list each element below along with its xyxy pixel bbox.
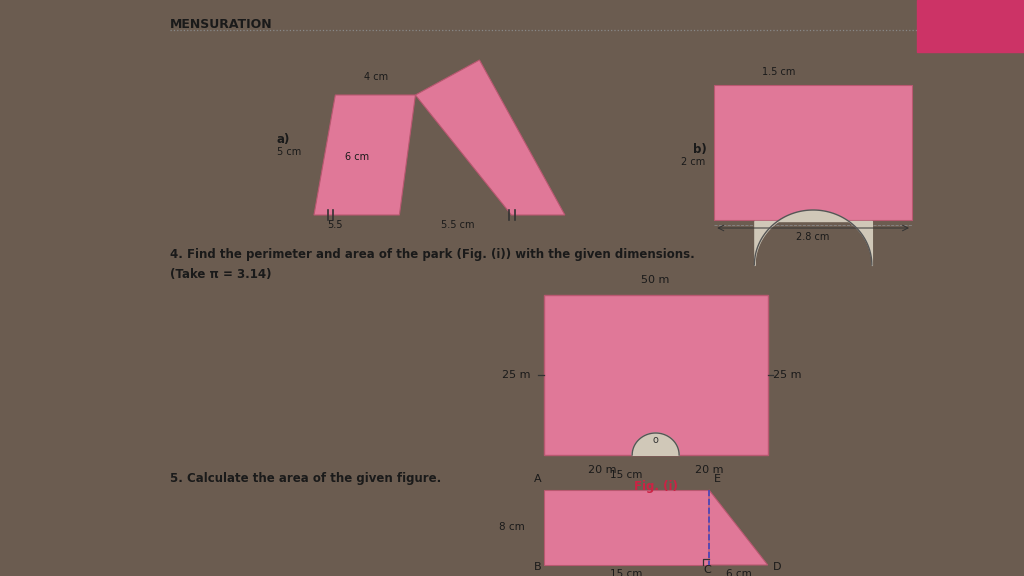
Text: Fig. (i): Fig. (i) bbox=[634, 480, 678, 493]
Text: 5.5: 5.5 bbox=[328, 220, 343, 230]
Bar bbox=[544, 295, 768, 455]
Text: 6 cm: 6 cm bbox=[345, 152, 369, 162]
Text: 4 cm: 4 cm bbox=[364, 72, 388, 82]
Text: 15 cm: 15 cm bbox=[610, 470, 642, 480]
Text: 8 cm: 8 cm bbox=[499, 522, 524, 532]
Text: 20 m: 20 m bbox=[588, 465, 616, 475]
Bar bbox=[918, 0, 1024, 52]
Bar bbox=[715, 85, 912, 220]
Text: C: C bbox=[703, 565, 711, 575]
Bar bbox=[544, 490, 709, 565]
Text: E: E bbox=[715, 474, 721, 484]
Text: o: o bbox=[652, 435, 658, 445]
Text: 2.8 cm: 2.8 cm bbox=[797, 232, 829, 242]
Text: D: D bbox=[773, 562, 781, 572]
Text: a): a) bbox=[276, 134, 290, 146]
Text: 15 cm: 15 cm bbox=[610, 569, 642, 576]
Text: 5 cm: 5 cm bbox=[276, 147, 301, 157]
Text: 25 m: 25 m bbox=[502, 370, 530, 380]
Text: 50 m: 50 m bbox=[641, 275, 670, 285]
Text: (Take π = 3.14): (Take π = 3.14) bbox=[170, 268, 271, 281]
Polygon shape bbox=[416, 60, 565, 215]
Text: 25 m: 25 m bbox=[773, 370, 802, 380]
Text: 20 m: 20 m bbox=[694, 465, 723, 475]
Polygon shape bbox=[314, 95, 416, 215]
Text: 5. Calculate the area of the given figure.: 5. Calculate the area of the given figur… bbox=[170, 472, 441, 485]
Text: 1.5 cm: 1.5 cm bbox=[762, 67, 795, 77]
Text: 6 cm: 6 cm bbox=[726, 569, 752, 576]
Text: B: B bbox=[534, 562, 542, 572]
Text: 4. Find the perimeter and area of the park (Fig. (i)) with the given dimensions.: 4. Find the perimeter and area of the pa… bbox=[170, 248, 694, 261]
Text: 2 cm: 2 cm bbox=[681, 157, 706, 167]
Polygon shape bbox=[709, 490, 768, 565]
Text: MENSURATION: MENSURATION bbox=[170, 18, 272, 31]
Text: b): b) bbox=[693, 143, 707, 157]
Text: 5.5 cm: 5.5 cm bbox=[441, 220, 475, 230]
Polygon shape bbox=[632, 433, 679, 455]
Text: A: A bbox=[534, 474, 542, 484]
